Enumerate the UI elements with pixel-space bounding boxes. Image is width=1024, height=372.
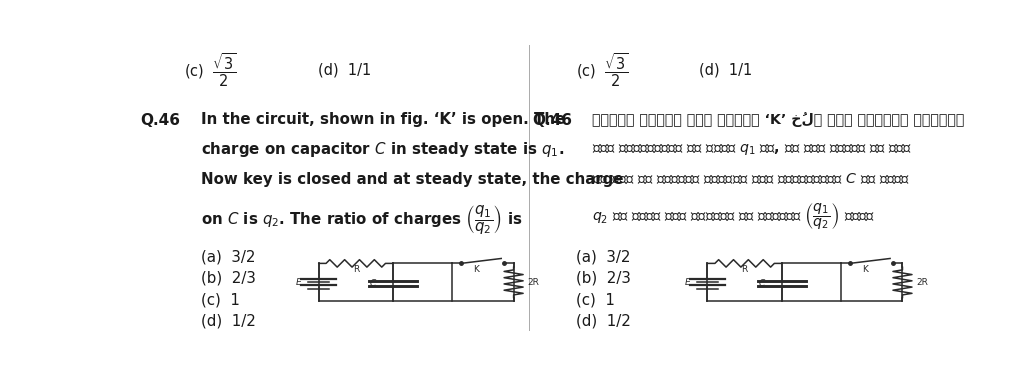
Text: Now key is closed and at steady state, the charge: Now key is closed and at steady state, t… bbox=[201, 172, 624, 187]
Text: (a)  3/2: (a) 3/2 bbox=[201, 249, 256, 264]
Text: C: C bbox=[759, 279, 765, 288]
Text: C: C bbox=[370, 279, 376, 288]
Text: 2R: 2R bbox=[527, 278, 540, 287]
Text: 2R: 2R bbox=[916, 278, 928, 287]
Text: (c)  $\dfrac{\sqrt{3}}{2}$: (c) $\dfrac{\sqrt{3}}{2}$ bbox=[183, 52, 237, 89]
Text: E: E bbox=[685, 278, 690, 287]
Text: K: K bbox=[862, 265, 868, 274]
Text: In the circuit, shown in fig. ‘K’ is open. The: In the circuit, shown in fig. ‘K’ is ope… bbox=[201, 112, 565, 126]
Text: निम्न परिपथ में कुंजी ‘K’ خُلी है। स्थायी अवस्था: निम्न परिपथ में कुंजी ‘K’ خُلी है। स्थाय… bbox=[592, 112, 965, 126]
Text: (c)  1: (c) 1 bbox=[201, 292, 240, 307]
Text: (a)  3/2: (a) 3/2 bbox=[577, 249, 631, 264]
Text: (d)  1/1: (d) 1/1 bbox=[699, 63, 753, 78]
Text: में संधारित्र पर आवेश $q_1$ है, अब यदि कुंजी को बंद: में संधारित्र पर आवेश $q_1$ है, अब यदि क… bbox=[592, 142, 912, 157]
Text: $q_2$ हो जाता है। आवेशों का अनुपात $\left(\dfrac{q_1}{q_2}\right)$ होगा: $q_2$ हो जाता है। आवेशों का अनुपात $\lef… bbox=[592, 201, 874, 232]
Text: R: R bbox=[352, 265, 358, 274]
Text: charge on capacitor $C$ in steady state is $q_1$.: charge on capacitor $C$ in steady state … bbox=[201, 140, 564, 159]
Text: Q.46: Q.46 bbox=[532, 113, 572, 128]
Text: on $C$ is $q_2$. The ratio of charges $\left(\dfrac{q_1}{q_2}\right)$ is: on $C$ is $q_2$. The ratio of charges $\… bbox=[201, 203, 522, 236]
Text: (d)  1/2: (d) 1/2 bbox=[201, 314, 256, 328]
Text: (b)  2/3: (b) 2/3 bbox=[577, 270, 631, 286]
Text: (b)  2/3: (b) 2/3 bbox=[201, 270, 256, 286]
Text: (d)  1/2: (d) 1/2 bbox=[577, 314, 631, 328]
Text: कर दें तो स्थायी अवस्था में संधारित्र $C$ पर आवेश: कर दें तो स्थायी अवस्था में संधारित्र $C… bbox=[592, 172, 910, 187]
Text: R: R bbox=[741, 265, 748, 274]
Text: K: K bbox=[473, 265, 479, 274]
Text: (d)  1/1: (d) 1/1 bbox=[318, 63, 372, 78]
Text: Q.46: Q.46 bbox=[140, 113, 180, 128]
Text: (c)  $\dfrac{\sqrt{3}}{2}$: (c) $\dfrac{\sqrt{3}}{2}$ bbox=[577, 52, 629, 89]
Text: E: E bbox=[296, 278, 302, 287]
Text: (c)  1: (c) 1 bbox=[577, 292, 615, 307]
